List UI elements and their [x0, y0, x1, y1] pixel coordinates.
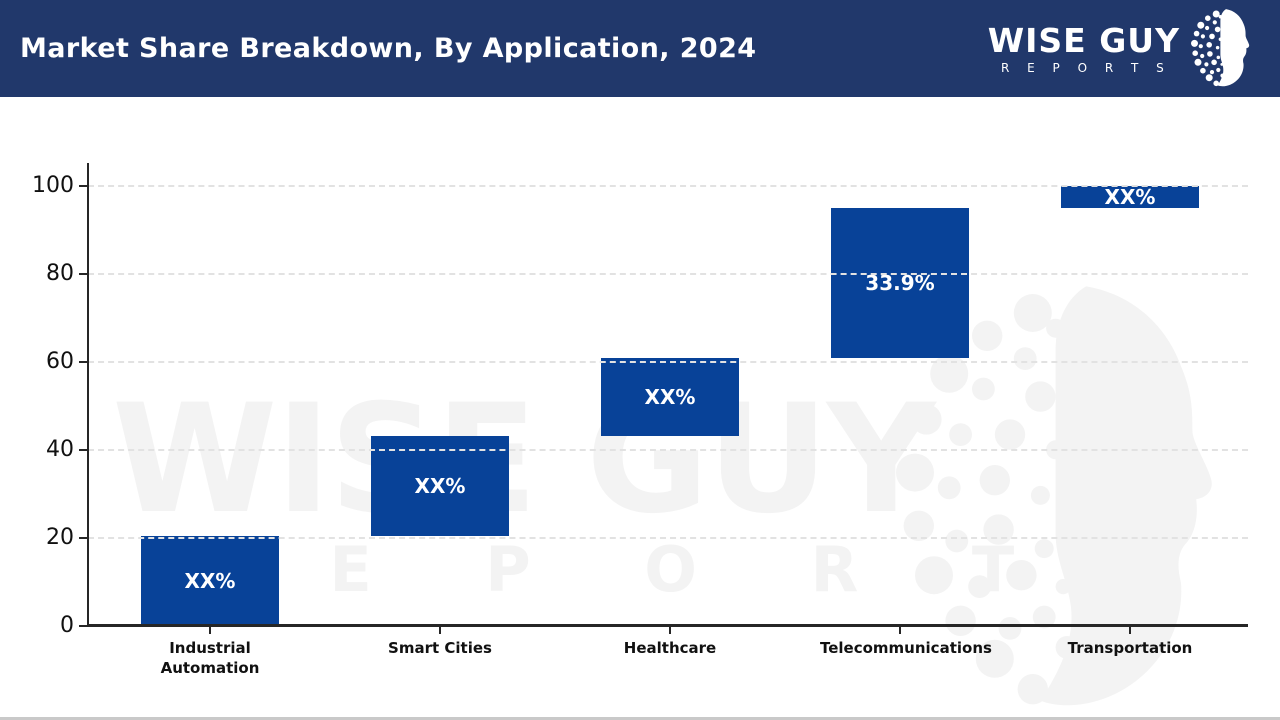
bar-value-label: XX%	[184, 569, 236, 594]
y-tick-label-40: 40	[46, 437, 74, 462]
y-tick-20	[79, 537, 87, 539]
bar-value-label: XX%	[1104, 185, 1156, 210]
bar-value-label: XX%	[644, 384, 696, 409]
y-tick-label-80: 80	[46, 261, 74, 286]
x-tick	[1129, 627, 1131, 634]
watermark-text-secondary: R E P O R T S	[168, 533, 1219, 606]
x-category-label: Transportation	[1067, 639, 1193, 657]
y-tick-label-100: 100	[32, 173, 74, 198]
y-tick-60	[79, 361, 87, 363]
y-tick-100	[79, 185, 87, 187]
x-tick	[899, 627, 901, 634]
x-category-label: Smart Cities	[388, 639, 492, 657]
gridline-40	[88, 449, 1248, 451]
y-tick-0	[79, 625, 87, 627]
x-tick	[669, 627, 671, 634]
brand-logo-text: WISE GUY R E P O R T S	[988, 24, 1180, 74]
brand-logo: WISE GUY R E P O R T S	[988, 7, 1254, 91]
bar-segment: XX%	[371, 436, 509, 537]
y-tick-40	[79, 449, 87, 451]
y-tick-label-60: 60	[46, 349, 74, 374]
brand-name: WISE GUY	[987, 20, 1180, 60]
x-tick	[439, 627, 441, 634]
watermark-text-primary: WISE GUY	[112, 373, 936, 547]
bar-segment: XX%	[601, 357, 739, 437]
bar-segment: 33.9%	[831, 208, 969, 358]
gridline-100	[88, 185, 1248, 187]
y-tick-label-20: 20	[46, 525, 74, 550]
bar-value-label: XX%	[414, 474, 466, 499]
x-category-label: Telecommunications	[820, 639, 992, 657]
y-axis-line	[87, 163, 89, 627]
gridline-20	[88, 537, 1248, 539]
bar-value-label: 33.9%	[865, 271, 935, 296]
x-axis-line	[87, 624, 1248, 627]
bar-segment: XX%	[1061, 185, 1199, 210]
header: Market Share Breakdown, By Application, …	[0, 0, 1280, 97]
brand-face-icon	[1184, 7, 1254, 91]
gridline-60	[88, 361, 1248, 363]
y-tick-80	[79, 273, 87, 275]
y-tick-label-0: 0	[60, 613, 74, 638]
x-tick	[209, 627, 211, 634]
gridline-80	[88, 273, 1248, 275]
bar-segment: XX%	[141, 536, 279, 626]
page-title: Market Share Breakdown, By Application, …	[20, 33, 757, 64]
chart-area: WISE GUY R E P O R T S 0 20 40 60 80 100 XX% In…	[0, 97, 1280, 717]
x-category-label: Industrial Automation	[160, 639, 260, 678]
brand-subname: R E P O R T S	[1000, 60, 1171, 75]
x-category-label: Healthcare	[623, 639, 717, 657]
